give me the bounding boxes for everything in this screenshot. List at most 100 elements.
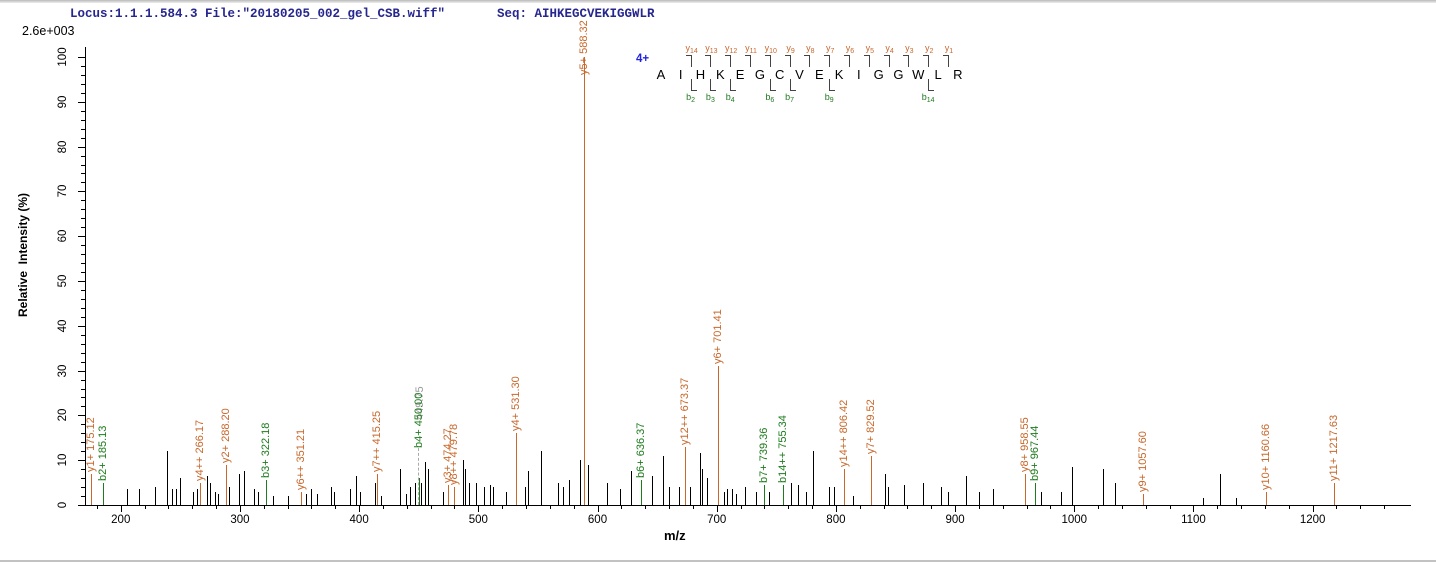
x-tick <box>1384 506 1386 509</box>
x-tick <box>1121 506 1123 509</box>
residue-letter: K <box>834 67 844 82</box>
x-tick <box>621 506 623 509</box>
residue-e: y12 E <box>725 43 750 83</box>
y-ion-label: y12 <box>725 43 738 55</box>
peak <box>828 487 830 505</box>
x-tick <box>1145 506 1147 509</box>
b-ion-peak <box>1035 482 1037 505</box>
x-tick-label: 1100 <box>1181 514 1206 526</box>
y-ion-label: y14 <box>685 43 698 55</box>
peak <box>462 460 464 505</box>
y-tick <box>81 209 85 211</box>
x-tick <box>1312 506 1314 512</box>
x-tick <box>1026 506 1028 509</box>
peak <box>993 489 995 505</box>
peak <box>1102 469 1104 505</box>
y-tick <box>78 325 85 327</box>
y-ion-label: y9 <box>786 43 795 55</box>
y-ion-peak <box>300 491 302 505</box>
x-tick <box>1360 506 1362 509</box>
peak <box>663 455 665 505</box>
peak <box>405 493 407 505</box>
y-ion-label: y5 <box>865 43 874 55</box>
peak <box>490 484 492 505</box>
peak <box>505 491 507 505</box>
peak <box>884 473 886 505</box>
y-tick-label: 40 <box>57 319 69 333</box>
y-ion-peak-label: y4+ 531.30 <box>509 376 522 432</box>
peak <box>978 491 980 505</box>
peak <box>311 489 313 505</box>
x-tick <box>359 506 361 512</box>
y-ion-peak <box>199 482 201 505</box>
x-tick <box>907 506 909 509</box>
b-fragment-mark <box>829 79 836 91</box>
x-tick <box>335 506 337 509</box>
peak <box>214 491 216 505</box>
residue-letter: G <box>873 67 884 82</box>
peak <box>669 487 671 505</box>
y-tick <box>78 146 85 148</box>
peak <box>813 451 815 505</box>
peak <box>180 478 182 505</box>
y-ion-peak-label: y11+ 1217.63 <box>1327 414 1340 481</box>
b-fragment-mark <box>690 79 697 91</box>
residue-letter: A <box>656 67 666 82</box>
precursor-charge-label: 4+ <box>636 53 650 65</box>
x-tick <box>1002 506 1004 509</box>
b-ion-peak <box>103 482 105 505</box>
y-tick <box>78 57 85 58</box>
y-fragment-mark <box>685 55 692 67</box>
y-tick <box>78 281 85 282</box>
peak <box>620 489 622 505</box>
b-ion-peak-label: b7+ 739.36 <box>757 427 770 483</box>
x-tick <box>263 506 265 509</box>
b-ion-peak <box>418 478 420 505</box>
y-tick <box>81 137 85 139</box>
y-tick <box>81 451 85 453</box>
peak <box>218 493 220 505</box>
y-ion-label: y10 <box>764 43 777 55</box>
peak <box>735 493 737 505</box>
b-ion-label: b9 <box>824 92 834 104</box>
y-tick <box>81 155 85 157</box>
x-tick <box>311 506 313 509</box>
y-ion-peak-label: y7+ 829.52 <box>865 398 878 454</box>
y-tick-label: 30 <box>57 364 69 377</box>
y-ion-label: y11 <box>745 43 757 55</box>
y-tick-label: 50 <box>57 274 69 288</box>
window-bottom-edge <box>0 560 1436 562</box>
peak <box>380 496 382 505</box>
b-fragment-mark <box>710 79 717 91</box>
residue-letter: H <box>695 67 706 82</box>
residue-l: y2 L <box>923 43 948 83</box>
x-tick <box>120 506 122 512</box>
y-fragment-mark <box>804 55 811 67</box>
peak <box>940 487 942 505</box>
y-ion-peak-label: y14++ 806.42 <box>837 399 850 468</box>
peak <box>374 482 376 505</box>
x-tick <box>96 506 98 509</box>
x-tick <box>168 506 170 509</box>
y-ion-peak <box>871 455 873 505</box>
y-tick <box>81 65 85 67</box>
x-tick <box>382 506 384 509</box>
y-ion-peak <box>843 469 845 505</box>
x-tick <box>835 506 837 512</box>
x-tick <box>716 506 718 512</box>
y-tick <box>81 110 85 112</box>
x-tick-label: 200 <box>111 514 131 526</box>
y-fragment-mark <box>705 55 712 67</box>
y-ion-peak <box>91 473 93 505</box>
y-tick-label: 0 <box>57 501 69 509</box>
x-tick <box>1288 506 1290 509</box>
y-fragment-mark <box>883 55 890 67</box>
y-ion-peak-label: y6++ 351.21 <box>294 428 307 490</box>
x-tick <box>502 506 504 509</box>
y-tick <box>81 128 85 130</box>
residue-k: y7 K <box>824 43 849 83</box>
y-fragment-mark <box>942 55 949 67</box>
peak <box>428 469 430 505</box>
peak <box>330 487 332 505</box>
